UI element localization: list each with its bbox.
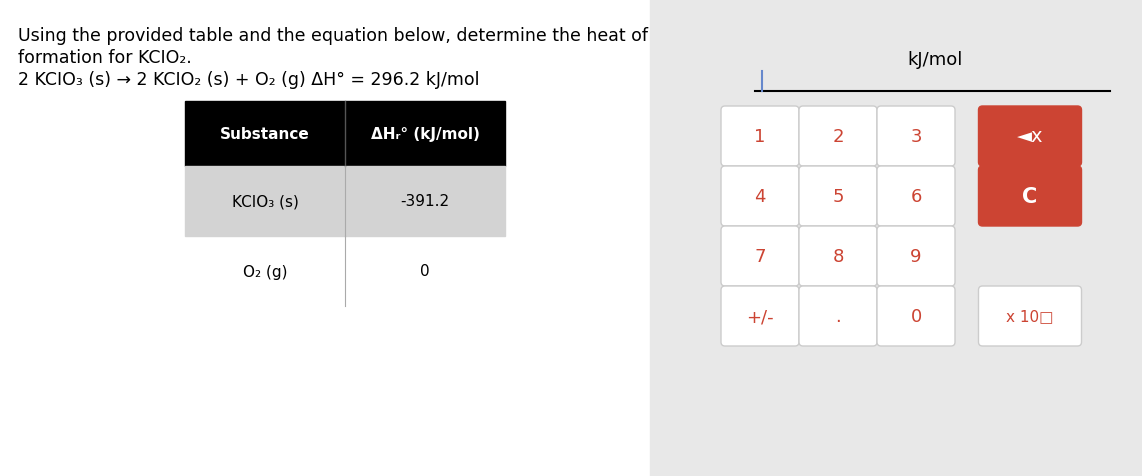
FancyBboxPatch shape xyxy=(877,167,955,227)
FancyBboxPatch shape xyxy=(877,227,955,287)
Bar xyxy=(0,0,650,476)
FancyBboxPatch shape xyxy=(721,287,799,346)
Text: -391.2: -391.2 xyxy=(401,194,450,209)
FancyBboxPatch shape xyxy=(877,287,955,346)
Text: 8: 8 xyxy=(833,248,844,266)
FancyBboxPatch shape xyxy=(721,107,799,167)
Text: 4: 4 xyxy=(754,188,766,206)
Text: Substance: Substance xyxy=(220,127,309,142)
Text: O₂ (g): O₂ (g) xyxy=(243,264,288,279)
Text: formation for KCIO₂.: formation for KCIO₂. xyxy=(18,49,192,67)
Bar xyxy=(185,102,505,167)
Text: Using the provided table and the equation below, determine the heat of: Using the provided table and the equatio… xyxy=(18,27,648,45)
Text: KCIO₃ (s): KCIO₃ (s) xyxy=(232,194,298,209)
Text: 9: 9 xyxy=(910,248,922,266)
Text: 2 KCIO₃ (s) → 2 KCIO₂ (s) + O₂ (g) ΔH° = 296.2 kJ/mol: 2 KCIO₃ (s) → 2 KCIO₂ (s) + O₂ (g) ΔH° =… xyxy=(18,71,480,89)
FancyBboxPatch shape xyxy=(877,107,955,167)
Text: 0: 0 xyxy=(910,307,922,325)
FancyBboxPatch shape xyxy=(721,167,799,227)
Text: ΔHᵣ° (kJ/mol): ΔHᵣ° (kJ/mol) xyxy=(370,127,480,142)
Text: ◄x: ◄x xyxy=(1016,127,1044,146)
Text: kJ/mol: kJ/mol xyxy=(907,51,963,69)
Text: 0: 0 xyxy=(420,264,429,279)
Text: 2: 2 xyxy=(833,128,844,146)
FancyBboxPatch shape xyxy=(721,227,799,287)
FancyBboxPatch shape xyxy=(979,107,1081,167)
FancyBboxPatch shape xyxy=(799,167,877,227)
Bar xyxy=(650,0,1142,476)
FancyBboxPatch shape xyxy=(799,227,877,287)
Text: 5: 5 xyxy=(833,188,844,206)
Text: 7: 7 xyxy=(754,248,766,266)
Text: 1: 1 xyxy=(755,128,765,146)
FancyBboxPatch shape xyxy=(979,167,1081,227)
Text: x 10□: x 10□ xyxy=(1006,309,1054,324)
Bar xyxy=(185,167,505,237)
Text: C: C xyxy=(1022,187,1038,207)
FancyBboxPatch shape xyxy=(799,287,877,346)
Text: +/-: +/- xyxy=(746,307,774,325)
FancyBboxPatch shape xyxy=(799,107,877,167)
FancyBboxPatch shape xyxy=(979,287,1081,346)
Text: 3: 3 xyxy=(910,128,922,146)
Text: 6: 6 xyxy=(910,188,922,206)
Text: .: . xyxy=(835,307,841,325)
